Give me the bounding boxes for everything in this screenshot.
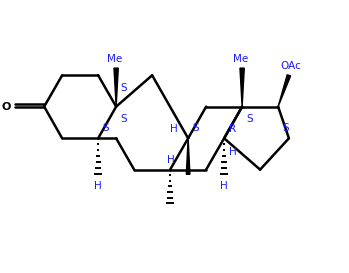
Text: H: H: [170, 124, 177, 134]
Text: R: R: [229, 124, 236, 134]
Text: H: H: [229, 147, 237, 157]
Text: H: H: [167, 155, 175, 165]
Text: OAc: OAc: [280, 61, 301, 71]
Text: Me: Me: [233, 54, 248, 64]
Text: H: H: [94, 181, 102, 191]
Polygon shape: [114, 68, 118, 107]
Text: O: O: [2, 102, 11, 112]
Text: S: S: [193, 123, 199, 133]
Text: H: H: [220, 181, 228, 191]
Polygon shape: [278, 75, 291, 107]
Polygon shape: [240, 68, 244, 107]
Text: S: S: [121, 83, 127, 93]
Text: S: S: [283, 123, 289, 132]
Text: S: S: [247, 114, 253, 123]
Text: S: S: [103, 123, 110, 132]
Text: Me: Me: [107, 54, 122, 64]
Text: S: S: [121, 114, 127, 123]
Polygon shape: [186, 138, 190, 174]
